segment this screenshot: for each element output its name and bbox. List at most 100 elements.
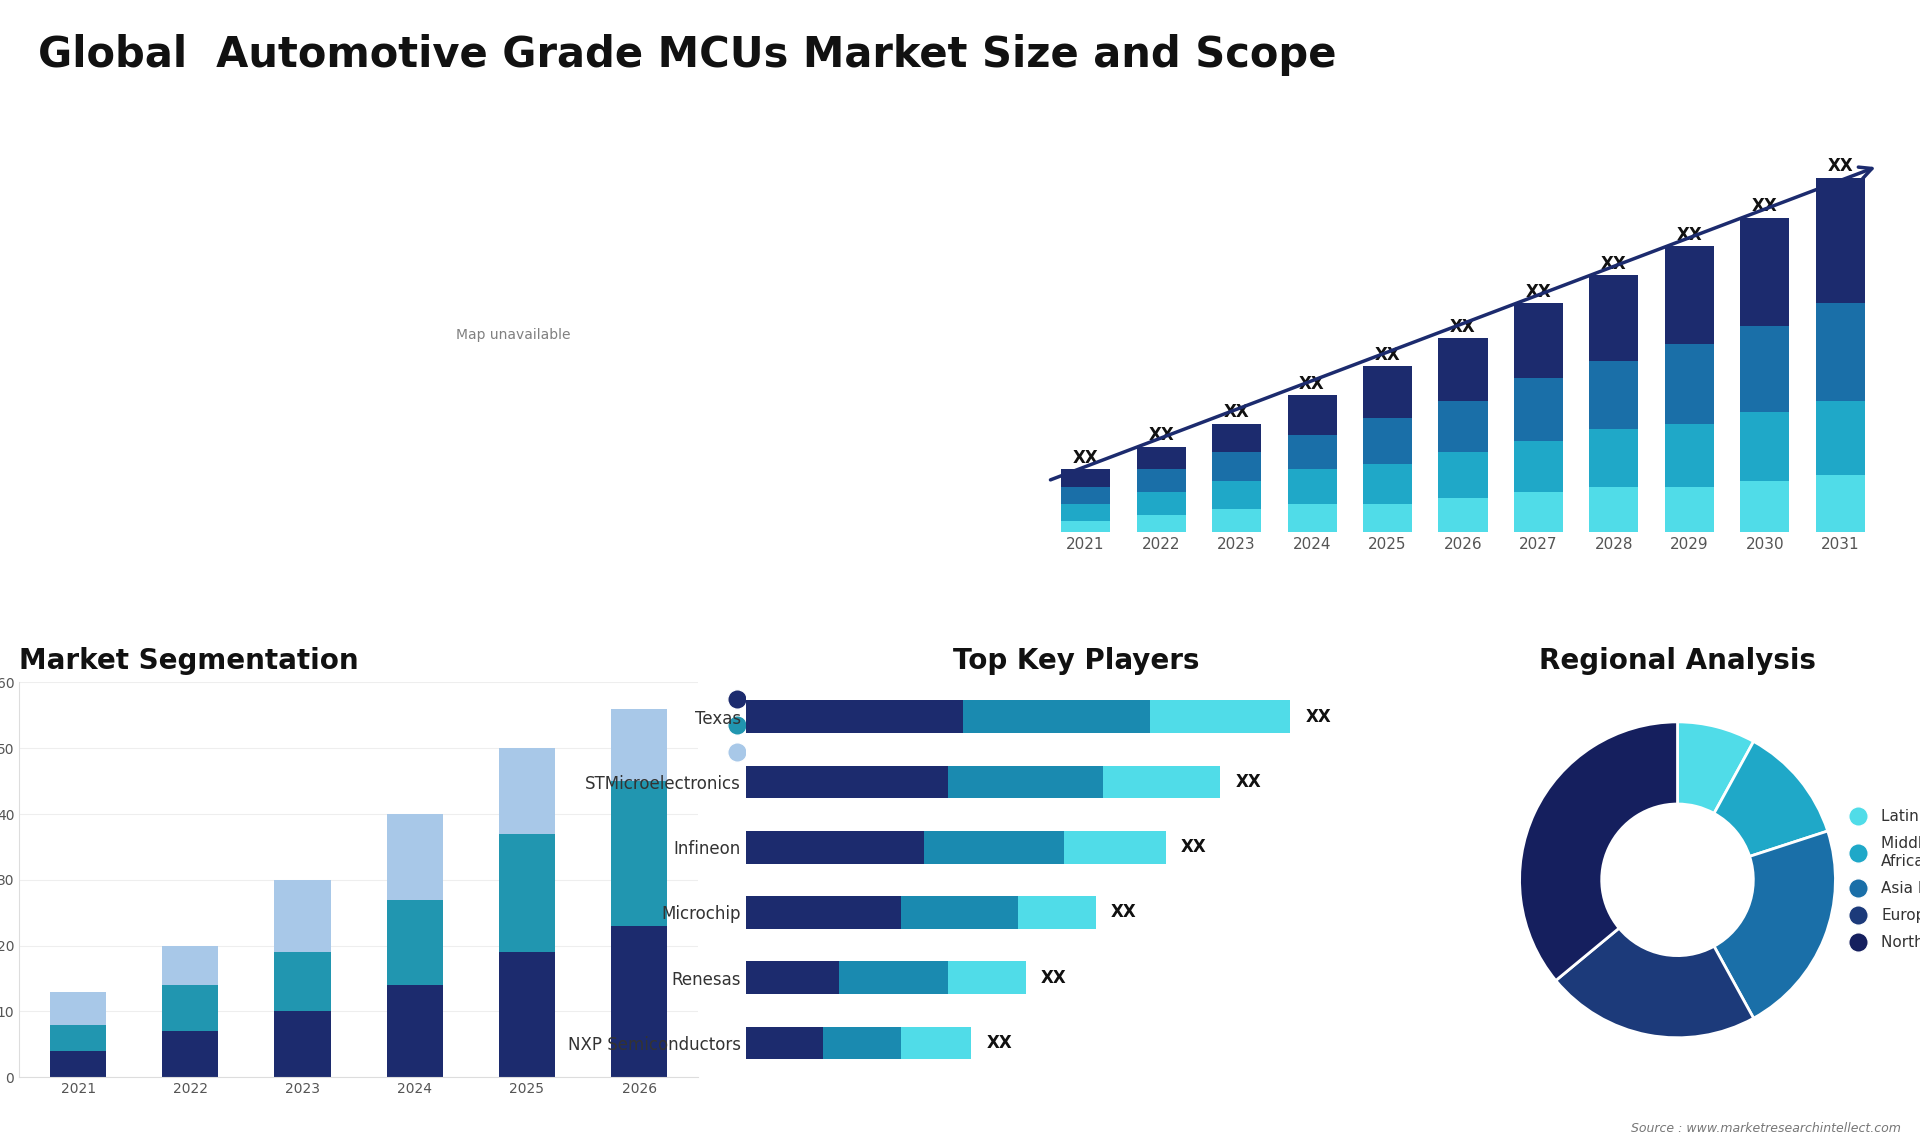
Bar [1150,700,1290,733]
Bar [1438,453,1488,499]
Bar [1740,218,1789,327]
Bar [1816,476,1864,533]
Bar [948,766,1104,799]
Bar [745,896,900,928]
Bar [745,961,839,994]
Bar [1438,499,1488,533]
Wedge shape [1678,722,1753,814]
Text: XX: XX [1073,449,1098,468]
Wedge shape [1715,741,1828,856]
Text: XX: XX [1181,838,1208,856]
Bar [50,991,106,1025]
Bar [499,748,555,834]
Bar [745,1027,824,1059]
Bar [611,926,666,1077]
Bar [386,814,444,900]
Legend: Type, Application, Geography: Type, Application, Geography [720,691,854,761]
Bar [1665,487,1715,533]
Bar [900,896,1018,928]
Bar [964,700,1150,733]
Text: XX: XX [1828,157,1853,175]
Text: XX: XX [1041,968,1068,987]
Bar [745,700,964,733]
Bar [1363,367,1411,418]
Bar [1137,493,1187,516]
Title: Regional Analysis: Regional Analysis [1540,646,1816,675]
Bar [50,1025,106,1051]
Bar [275,952,330,1012]
Bar [275,880,330,952]
Bar [1064,831,1165,863]
Bar [386,900,444,986]
Bar [1590,361,1638,430]
Text: XX: XX [1223,403,1250,422]
Bar [611,708,666,782]
Text: XX: XX [1526,283,1551,301]
Bar [1212,510,1261,533]
Text: XX: XX [987,1034,1012,1052]
Bar [275,1012,330,1077]
Bar [1363,504,1411,533]
Bar [1212,424,1261,453]
Bar [1062,521,1110,533]
Bar [1438,338,1488,401]
Bar [1515,304,1563,378]
Bar [839,961,948,994]
Bar [1515,441,1563,493]
Bar [163,986,219,1031]
Wedge shape [1519,722,1678,981]
Bar [1288,504,1336,533]
Bar [1590,430,1638,487]
Bar [611,782,666,926]
Bar [1018,896,1096,928]
Bar [1740,327,1789,413]
Bar [925,831,1064,863]
Text: Global  Automotive Grade MCUs Market Size and Scope: Global Automotive Grade MCUs Market Size… [38,34,1336,77]
Bar [1137,447,1187,470]
Text: Market Segmentation: Market Segmentation [19,646,359,675]
Text: Source : www.marketresearchintellect.com: Source : www.marketresearchintellect.com [1630,1122,1901,1135]
Bar [1740,413,1789,481]
Bar [745,831,925,863]
Bar [1062,504,1110,521]
Bar [163,1031,219,1077]
Bar [1438,401,1488,453]
Text: XX: XX [1148,426,1173,445]
Bar [1062,470,1110,487]
Text: XX: XX [1300,375,1325,393]
Text: XX: XX [1601,254,1626,273]
Bar [50,1051,106,1077]
Bar [1816,401,1864,476]
Bar [1665,424,1715,487]
Text: XX: XX [1676,226,1703,244]
Text: Map unavailable: Map unavailable [455,328,570,342]
Wedge shape [1555,928,1753,1038]
Bar [499,834,555,952]
Bar [1137,516,1187,533]
Legend: Latin America, Middle East &
Africa, Asia Pacific, Europe, North America: Latin America, Middle East & Africa, Asi… [1843,809,1920,950]
Bar [499,952,555,1077]
Bar [1515,493,1563,533]
Wedge shape [1715,831,1836,1018]
Bar [948,961,1025,994]
Bar [1288,435,1336,470]
Bar [1590,275,1638,361]
Bar [1288,470,1336,504]
Text: XX: XX [1450,317,1476,336]
Text: XX: XX [1306,708,1331,725]
Bar [1740,481,1789,533]
Bar [1104,766,1219,799]
Bar [1137,470,1187,493]
Bar [900,1027,972,1059]
Text: XX: XX [1112,903,1137,921]
Bar [1288,395,1336,435]
Text: XX: XX [1753,197,1778,215]
Bar [1212,481,1261,510]
Bar [1816,304,1864,401]
Bar [1212,453,1261,481]
Bar [1816,178,1864,304]
Bar [163,945,219,986]
Text: XX: XX [1375,346,1400,364]
Bar [1515,378,1563,441]
Bar [745,766,948,799]
